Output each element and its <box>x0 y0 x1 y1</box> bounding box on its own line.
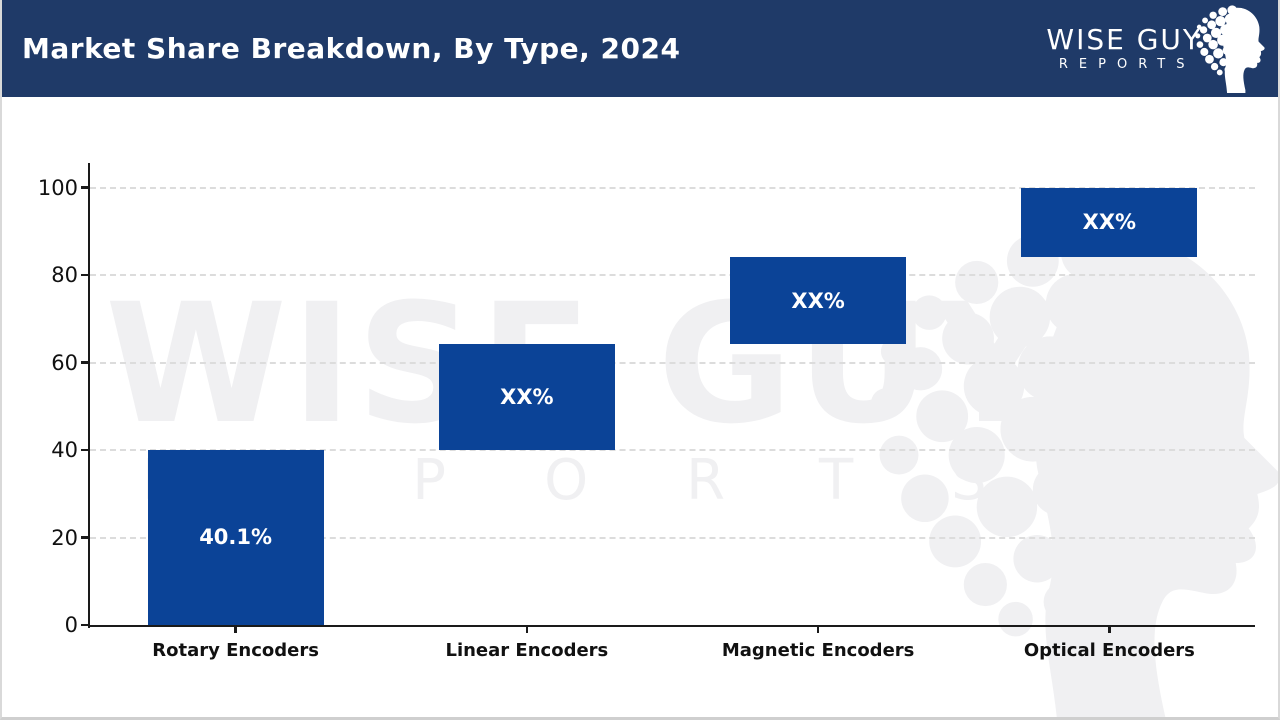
gridline-20 <box>90 536 1255 539</box>
x-axis-line <box>87 624 1255 627</box>
wiseguy-head-icon <box>1195 4 1265 93</box>
y-tick-mark-100 <box>81 186 90 189</box>
wiseguy-logo: WISE GUY REPORTS <box>1046 4 1270 93</box>
report-header: Market Share Breakdown, By Type, 2024 WI… <box>2 0 1278 97</box>
y-tick-mark-40 <box>81 448 90 452</box>
gridline-40 <box>90 449 1255 451</box>
y-tick-label-100: 100 <box>37 175 78 200</box>
x-tick-mark-2 <box>816 625 820 633</box>
y-tick-label-0: 0 <box>64 613 78 637</box>
bar-segment-linear-encoders: XX% <box>438 344 615 450</box>
category-label-2: Magnetic Encoders <box>721 640 915 661</box>
y-tick-mark-20 <box>81 536 90 539</box>
y-tick-label-80: 80 <box>51 263 78 287</box>
gridline-100 <box>90 186 1255 189</box>
bar-value-label: XX% <box>1082 210 1137 235</box>
y-tick-mark-60 <box>81 361 90 364</box>
bar-segment-magnetic-encoders: XX% <box>730 257 907 345</box>
page-title: Market Share Breakdown, By Type, 2024 <box>22 32 681 65</box>
gridline-80 <box>90 274 1255 276</box>
bar-value-label: XX% <box>500 384 554 409</box>
bar-segment-rotary-encoders: 40.1% <box>147 449 324 625</box>
category-label-1: Linear Encoders <box>445 640 609 661</box>
logo-wise-guy-text: WISE GUY <box>1046 23 1202 57</box>
wiseguy-logo-text: WISE GUY REPORTS <box>1046 23 1202 72</box>
y-tick-mark-80 <box>81 273 90 277</box>
y-tick-label-20: 20 <box>51 525 78 550</box>
y-tick-label-40: 40 <box>51 438 78 462</box>
y-tick-mark-0 <box>81 623 90 627</box>
bar-value-label: XX% <box>791 288 845 313</box>
y-tick-label-60: 60 <box>51 350 78 375</box>
logo-reports-text: REPORTS <box>1058 56 1196 72</box>
bar-value-label: 40.1% <box>199 525 273 550</box>
x-tick-mark-0 <box>234 625 237 633</box>
bar-segment-optical-encoders: XX% <box>1021 187 1198 258</box>
category-label-3: Optical Encoders <box>1023 640 1195 661</box>
y-axis-line <box>87 163 90 628</box>
x-tick-mark-1 <box>525 625 529 633</box>
gridline-60 <box>90 361 1255 364</box>
category-label-0: Rotary Encoders <box>152 640 319 661</box>
